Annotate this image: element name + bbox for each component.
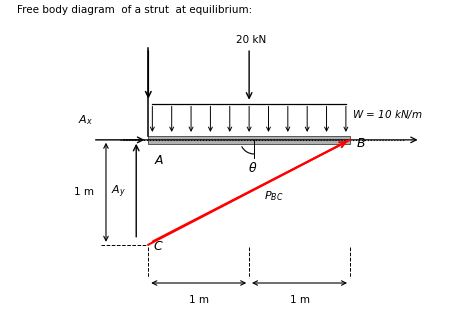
Text: 1 m: 1 m [74, 187, 94, 197]
Bar [148, 136, 350, 144]
Text: θ: θ [249, 162, 256, 175]
Text: C: C [154, 240, 162, 253]
Text: $A_y$: $A_y$ [111, 184, 126, 201]
Text: 20 kN: 20 kN [236, 35, 266, 45]
Text: B: B [357, 137, 366, 151]
Text: 1 m: 1 m [290, 295, 309, 305]
Text: Free body diagram  of a strut  at equilibrium:: Free body diagram of a strut at equilibr… [17, 5, 253, 15]
Text: 1 m: 1 m [189, 295, 209, 305]
Text: $P_{BC}$: $P_{BC}$ [264, 189, 284, 203]
Text: A: A [154, 154, 163, 167]
Text: $A_x$: $A_x$ [79, 113, 93, 127]
Text: $\it{W}$ = 10 kN/m: $\it{W}$ = 10 kN/m [352, 108, 423, 121]
